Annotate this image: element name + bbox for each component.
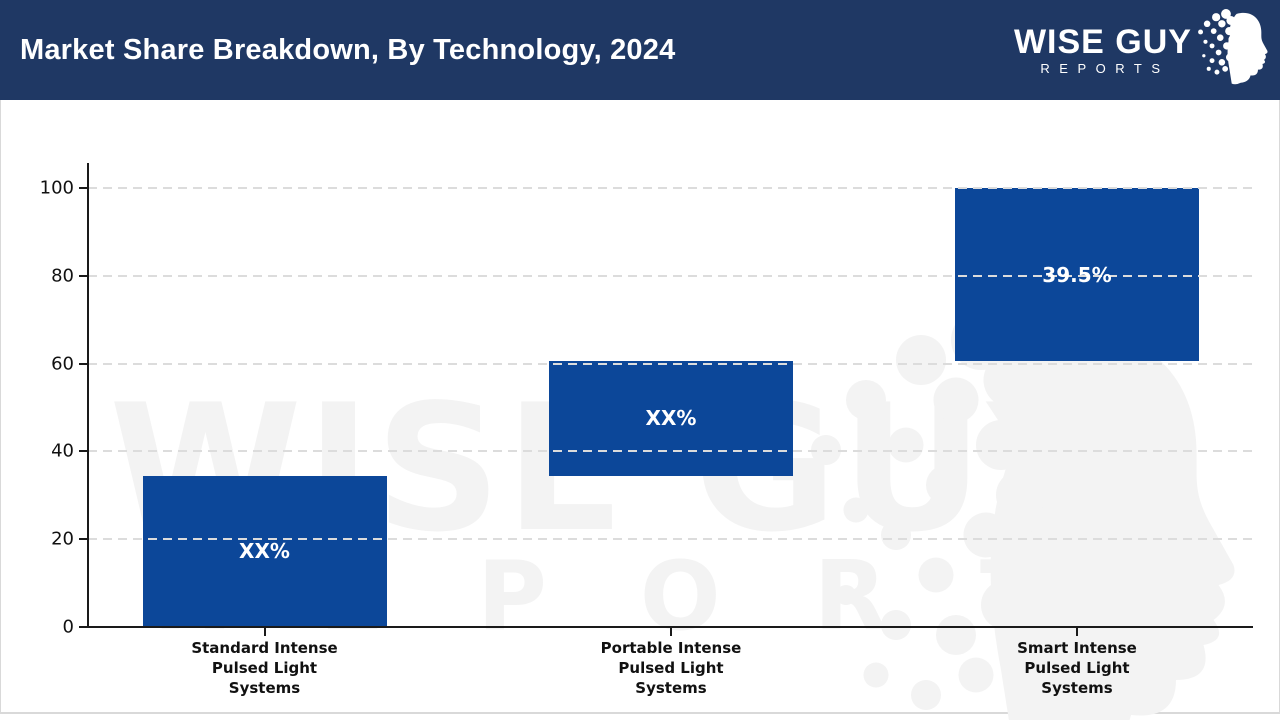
logo-face-icon	[1198, 9, 1268, 85]
logo-wordmark-block: WISE GUY REPORTS	[1014, 25, 1192, 76]
chart-title: Market Share Breakdown, By Technology, 2…	[20, 33, 676, 66]
watermark-face-icon	[811, 310, 1235, 720]
logo-subtitle: REPORTS	[1040, 60, 1170, 76]
header-bar: Market Share Breakdown, By Technology, 2…	[0, 0, 1280, 100]
logo-wordmark: WISE GUY	[1013, 22, 1192, 61]
chart-area: WISE GUY R E P O R T S	[0, 100, 1280, 720]
wiseguy-logo: WISE GUY REPORTS	[1014, 0, 1280, 100]
